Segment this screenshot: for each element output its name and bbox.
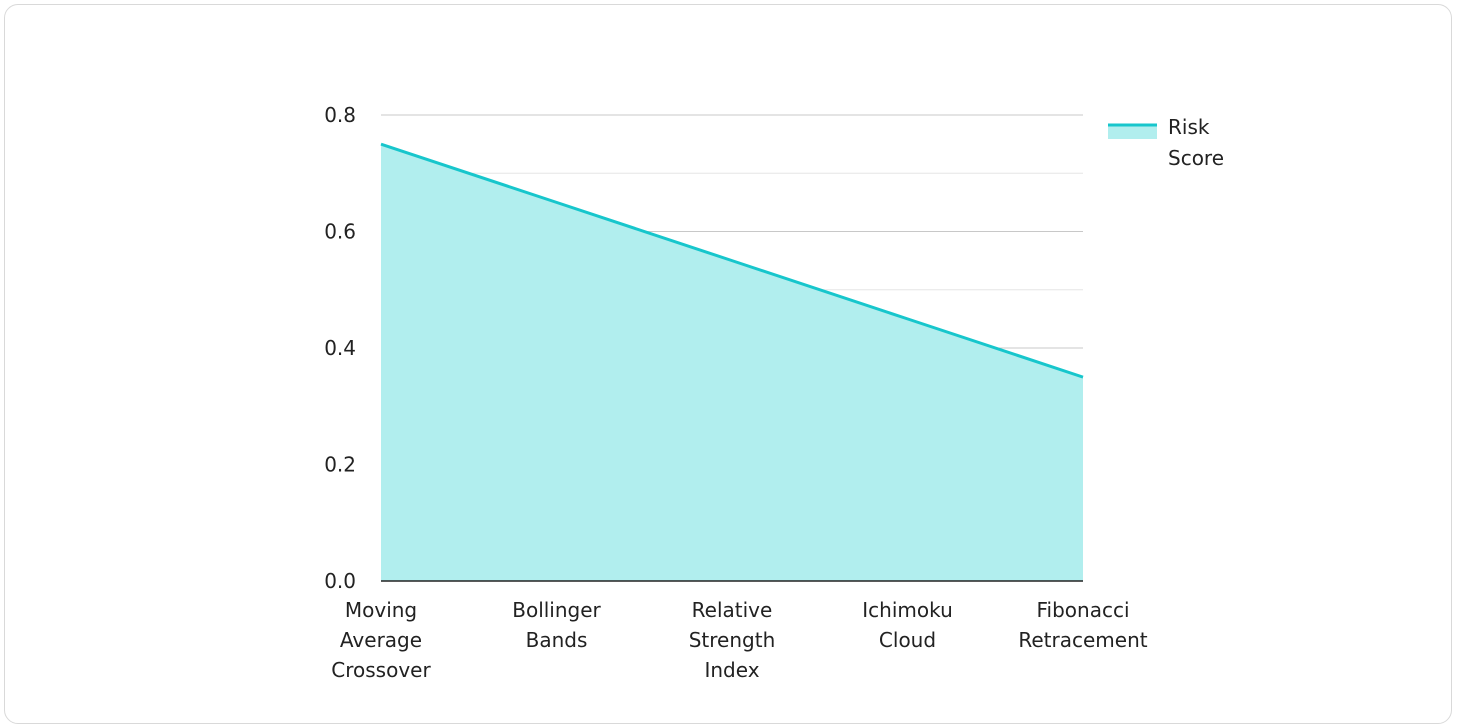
x-tick-label: Fibonacci Retracement <box>1018 598 1147 652</box>
data-point[interactable] <box>378 141 384 147</box>
y-tick-label: 0.8 <box>324 103 356 127</box>
x-tick-label: Bollinger Bands <box>512 598 601 652</box>
y-tick-label: 0.6 <box>324 220 356 244</box>
y-axis-ticks: 0.0 0.2 0.4 0.6 0.8 <box>324 103 356 593</box>
area-chart: 0.0 0.2 0.4 0.6 0.8 Moving Average Crossover Bo… <box>324 103 1224 682</box>
legend[interactable]: Risk Score <box>1108 115 1224 170</box>
chart-card: 0.0 0.2 0.4 0.6 0.8 Moving Average Crossover Bo… <box>4 4 1452 724</box>
y-tick-label: 0.4 <box>324 336 356 360</box>
series-line <box>380 142 1084 379</box>
legend-swatch <box>1108 125 1157 139</box>
x-tick-label: Ichimoku Cloud <box>862 598 953 652</box>
series-area-fill <box>381 144 1083 581</box>
y-tick-label: 0.2 <box>324 453 356 477</box>
data-point[interactable] <box>729 258 735 264</box>
series-area <box>378 141 1086 581</box>
legend-label: Risk Score <box>1168 115 1224 170</box>
x-tick-label: Moving Average Crossover <box>331 598 431 682</box>
data-point[interactable] <box>1080 374 1086 380</box>
data-point[interactable] <box>554 199 560 205</box>
x-axis-ticks: Moving Average Crossover Bollinger Bands Rela… <box>331 598 1147 682</box>
data-point[interactable] <box>905 316 911 322</box>
x-tick-label: Relative Strength Index <box>689 598 776 682</box>
y-tick-label: 0.0 <box>324 569 356 593</box>
